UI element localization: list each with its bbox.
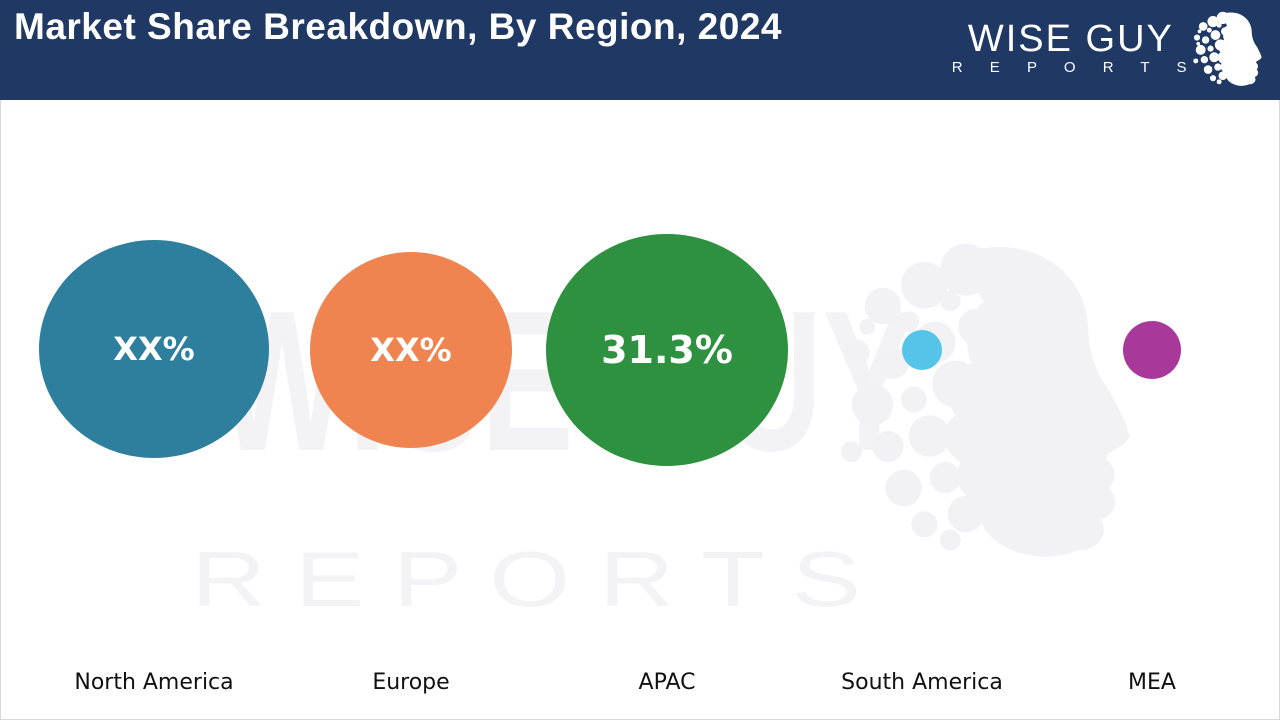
- brand-logo-text: WISE GUY R E P O R T S: [944, 17, 1198, 77]
- bubble-mea: [1123, 321, 1181, 379]
- category-label-south-america: South America: [841, 670, 1003, 695]
- brand-logo-line1: WISE GUY: [967, 17, 1174, 60]
- category-label-apac: APAC: [638, 670, 696, 695]
- brand-logo: WISE GUY R E P O R T S: [944, 8, 1266, 88]
- bubble-europe-value: XX%: [370, 331, 452, 369]
- watermark-line2: R E P O R T S: [191, 535, 861, 623]
- brand-head-icon: [1193, 11, 1262, 86]
- bubble-apac-value: 31.3%: [601, 328, 733, 372]
- category-label-mea: MEA: [1128, 670, 1176, 695]
- header-bar: Market Share Breakdown, By Region, 2024 …: [0, 0, 1280, 100]
- bubble-north-america-value: XX%: [113, 330, 195, 368]
- category-label-europe: Europe: [372, 670, 450, 695]
- bubble-europe: XX%: [310, 252, 512, 448]
- brand-logo-line2: R E P O R T S: [951, 59, 1198, 77]
- chart-canvas: WISE GUY R E P O R T S XX% XX% 31.3% Nor…: [0, 100, 1280, 720]
- bubble-south-america: [902, 330, 942, 370]
- bubble-apac: 31.3%: [546, 234, 788, 466]
- watermark-head-icon: [841, 243, 1130, 557]
- bubble-north-america: XX%: [39, 240, 269, 458]
- category-label-north-america: North America: [74, 670, 234, 695]
- page-title: Market Share Breakdown, By Region, 2024: [14, 6, 782, 47]
